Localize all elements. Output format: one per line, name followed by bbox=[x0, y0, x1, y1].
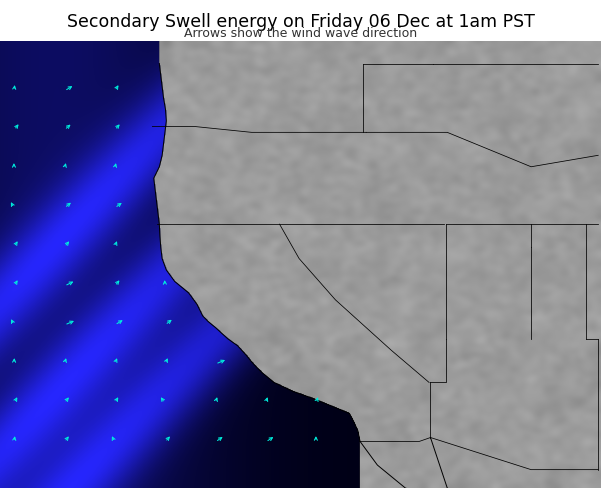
Text: Arrows show the wind wave direction: Arrows show the wind wave direction bbox=[184, 27, 417, 40]
Text: Secondary Swell energy on Friday 06 Dec at 1am PST: Secondary Swell energy on Friday 06 Dec … bbox=[67, 13, 534, 31]
